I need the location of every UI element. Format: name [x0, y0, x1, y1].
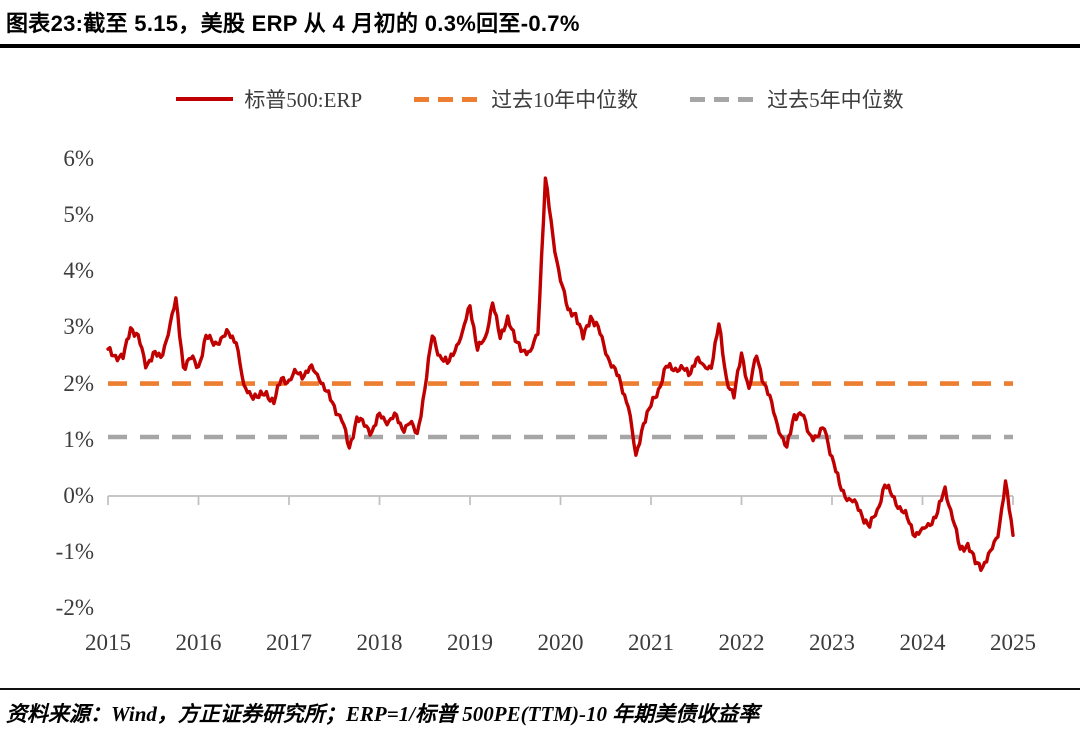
x-axis-tick-label: 2015 — [85, 630, 131, 655]
legend-label: 过去10年中位数 — [491, 88, 639, 112]
x-axis-tick-label: 2023 — [809, 630, 855, 655]
source-note: 资料来源：Wind，方正证券研究所；ERP=1/标普 500PE(TTM)-10… — [6, 702, 760, 726]
legend-dash-swatch — [414, 96, 481, 102]
figure-title: 图表23:截至 5.15，美股 ERP 从 4 月初的 0.3%回至-0.7% — [6, 11, 580, 36]
y-axis-tick-label: 4% — [63, 258, 94, 284]
x-axis-tick-label: 2018 — [356, 630, 403, 655]
x-axis-tick-label: 2024 — [899, 630, 946, 655]
legend-label: 过去5年中位数 — [767, 88, 904, 112]
legend-item-10yr-median: 过去10年中位数 — [414, 84, 638, 114]
x-axis-tick-label: 2016 — [175, 630, 222, 655]
chart-legend: 标普500:ERP 过去10年中位数 过去5年中位数 — [0, 84, 1080, 114]
x-axis-tick-label: 2019 — [447, 630, 493, 655]
y-axis-tick-label: -2% — [55, 595, 94, 621]
legend-label: 标普500:ERP — [244, 88, 363, 112]
y-axis-tick-label: -1% — [55, 539, 94, 565]
legend-line-swatch — [176, 97, 234, 101]
y-axis-tick-label: 6% — [63, 145, 94, 171]
x-axis-tick-label: 2017 — [266, 630, 312, 655]
x-axis-tick-label: 2022 — [718, 630, 765, 655]
legend-item-5yr-median: 过去5年中位数 — [690, 84, 904, 114]
legend-dash-swatch — [690, 96, 757, 102]
erp-line — [106, 176, 1015, 572]
x-axis-tick-label: 2025 — [990, 630, 1036, 655]
title-divider — [0, 44, 1080, 48]
y-axis-tick-label: 1% — [63, 426, 94, 452]
legend-item-sp500-erp: 标普500:ERP — [176, 84, 362, 114]
x-axis-tick-label: 2020 — [537, 630, 584, 655]
y-axis-tick-label: 3% — [63, 314, 94, 340]
y-axis-tick-label: 2% — [63, 370, 94, 396]
x-axis-tick-label: 2021 — [628, 630, 674, 655]
footer-divider — [0, 688, 1080, 690]
y-axis-tick-label: 0% — [63, 483, 94, 508]
y-axis-tick-label: 5% — [63, 202, 94, 227]
